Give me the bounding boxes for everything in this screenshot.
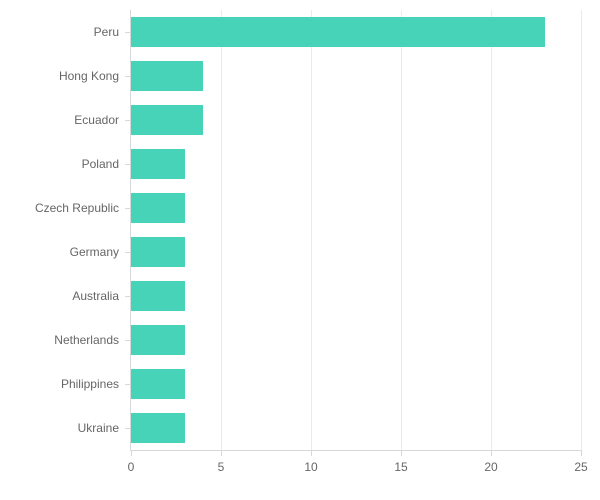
y-tick — [125, 296, 131, 297]
bar-row: Philippines — [131, 362, 581, 406]
x-axis-label: 5 — [218, 450, 225, 474]
y-axis-label: Ecuador — [74, 98, 131, 142]
bar-row: Poland — [131, 142, 581, 186]
bar — [131, 193, 185, 223]
gridline — [581, 10, 582, 450]
y-axis-label: Ukraine — [78, 406, 131, 450]
x-axis-label: 15 — [394, 450, 407, 474]
bar-row: Ukraine — [131, 406, 581, 450]
bar-row: Ecuador — [131, 98, 581, 142]
bar-row: Netherlands — [131, 318, 581, 362]
y-axis-label: Australia — [72, 274, 131, 318]
bar — [131, 369, 185, 399]
bar-row: Germany — [131, 230, 581, 274]
y-tick — [125, 76, 131, 77]
y-axis-label: Philippines — [61, 362, 131, 406]
bar — [131, 61, 203, 91]
bar — [131, 149, 185, 179]
y-tick — [125, 384, 131, 385]
y-axis-label: Czech Republic — [35, 186, 131, 230]
y-axis-label: Germany — [70, 230, 131, 274]
bar-row: Czech Republic — [131, 186, 581, 230]
x-axis-label: 10 — [304, 450, 317, 474]
y-axis-label: Netherlands — [54, 318, 131, 362]
bar-row: Hong Kong — [131, 54, 581, 98]
y-tick — [125, 340, 131, 341]
y-tick — [125, 428, 131, 429]
x-axis-label: 20 — [484, 450, 497, 474]
bar — [131, 237, 185, 267]
bar — [131, 17, 545, 47]
bar — [131, 105, 203, 135]
bar — [131, 281, 185, 311]
bar-row: Australia — [131, 274, 581, 318]
y-tick — [125, 32, 131, 33]
y-axis-label: Hong Kong — [59, 54, 131, 98]
bar — [131, 413, 185, 443]
y-tick — [125, 252, 131, 253]
y-axis-label: Poland — [82, 142, 131, 186]
x-axis-label: 0 — [128, 450, 135, 474]
bar-chart: 0 5 10 15 20 25 PeruHong KongEcuadorPolandCzec… — [0, 0, 600, 500]
y-tick — [125, 208, 131, 209]
plot-area: 0510152025PeruHong KongEcuadorPolandCzec… — [130, 10, 581, 451]
bar-row: Peru — [131, 10, 581, 54]
y-tick — [125, 164, 131, 165]
y-tick — [125, 120, 131, 121]
x-axis-label: 25 — [574, 450, 587, 474]
bar — [131, 325, 185, 355]
